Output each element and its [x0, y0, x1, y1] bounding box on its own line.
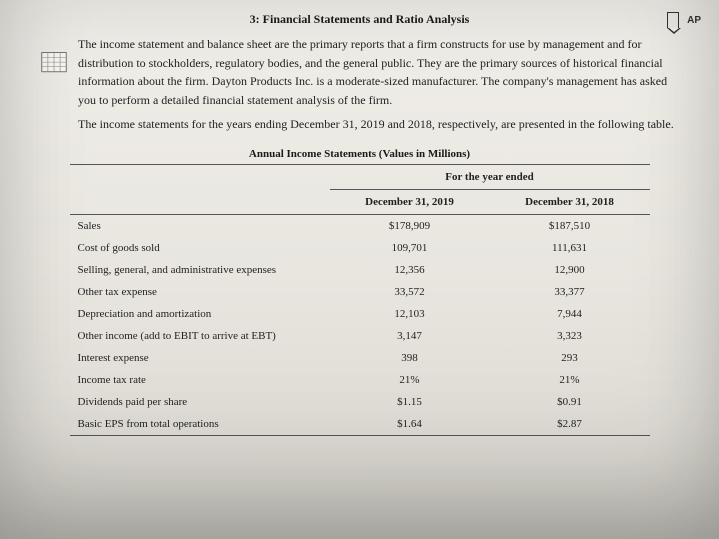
chapter-title: 3: Financial Statements and Ratio Analys…	[40, 12, 679, 27]
row-value-2018: 7,944	[490, 303, 650, 325]
table-row: Income tax rate 21% 21%	[70, 369, 650, 391]
table-row: Other tax expense 33,572 33,377	[70, 281, 650, 303]
row-value-2018: 293	[490, 347, 650, 369]
table-row: Cost of goods sold 109,701 111,631	[70, 237, 650, 259]
table-row: Basic EPS from total operations $1.64 $2…	[70, 413, 650, 436]
table-year-2018: December 31, 2018	[490, 189, 650, 214]
row-value-2018: 21%	[490, 369, 650, 391]
row-label: Other income (add to EBIT to arrive at E…	[70, 325, 330, 347]
paragraph-2: The income statements for the years endi…	[78, 115, 679, 134]
row-value-2018: 111,631	[490, 237, 650, 259]
row-value-2019: 21%	[330, 369, 490, 391]
bookmark-icon[interactable]	[667, 12, 679, 28]
top-right-controls: AP	[667, 12, 701, 28]
table-row: Sales $178,909 $187,510	[70, 214, 650, 237]
row-label: Cost of goods sold	[70, 237, 330, 259]
table-corner-blank	[70, 164, 330, 189]
table-row: Dividends paid per share $1.15 $0.91	[70, 391, 650, 413]
document-page: AP 3: Financial Statements and Ratio Ana…	[0, 0, 719, 539]
row-value-2019: 3,147	[330, 325, 490, 347]
row-label: Other tax expense	[70, 281, 330, 303]
row-value-2018: 3,323	[490, 325, 650, 347]
table-row: Depreciation and amortization 12,103 7,9…	[70, 303, 650, 325]
intro-row: The income statement and balance sheet a…	[40, 35, 679, 111]
spreadsheet-icon	[40, 49, 68, 77]
row-label: Sales	[70, 214, 330, 237]
table-row: Interest expense 398 293	[70, 347, 650, 369]
row-label: Income tax rate	[70, 369, 330, 391]
table-blank-2	[70, 189, 330, 214]
table-row: Other income (add to EBIT to arrive at E…	[70, 325, 650, 347]
row-value-2019: $1.15	[330, 391, 490, 413]
row-label: Interest expense	[70, 347, 330, 369]
row-value-2018: $2.87	[490, 413, 650, 436]
table-super-header: For the year ended	[330, 164, 650, 189]
table-body: Sales $178,909 $187,510 Cost of goods so…	[70, 214, 650, 435]
table-title: Annual Income Statements (Values in Mill…	[40, 148, 679, 160]
table-row: Selling, general, and administrative exp…	[70, 259, 650, 281]
row-label: Depreciation and amortization	[70, 303, 330, 325]
paragraph-1: The income statement and balance sheet a…	[78, 35, 679, 109]
row-value-2019: 398	[330, 347, 490, 369]
row-value-2019: 33,572	[330, 281, 490, 303]
row-value-2018: 33,377	[490, 281, 650, 303]
row-value-2018: 12,900	[490, 259, 650, 281]
row-value-2019: 12,356	[330, 259, 490, 281]
table-year-2019: December 31, 2019	[330, 189, 490, 214]
row-value-2018: $187,510	[490, 214, 650, 237]
ap-label: AP	[687, 15, 701, 26]
row-label: Selling, general, and administrative exp…	[70, 259, 330, 281]
row-value-2018: $0.91	[490, 391, 650, 413]
row-value-2019: 109,701	[330, 237, 490, 259]
row-label: Basic EPS from total operations	[70, 413, 330, 436]
row-value-2019: $1.64	[330, 413, 490, 436]
row-value-2019: $178,909	[330, 214, 490, 237]
row-label: Dividends paid per share	[70, 391, 330, 413]
row-value-2019: 12,103	[330, 303, 490, 325]
income-statement-table: For the year ended December 31, 2019 Dec…	[70, 164, 650, 436]
